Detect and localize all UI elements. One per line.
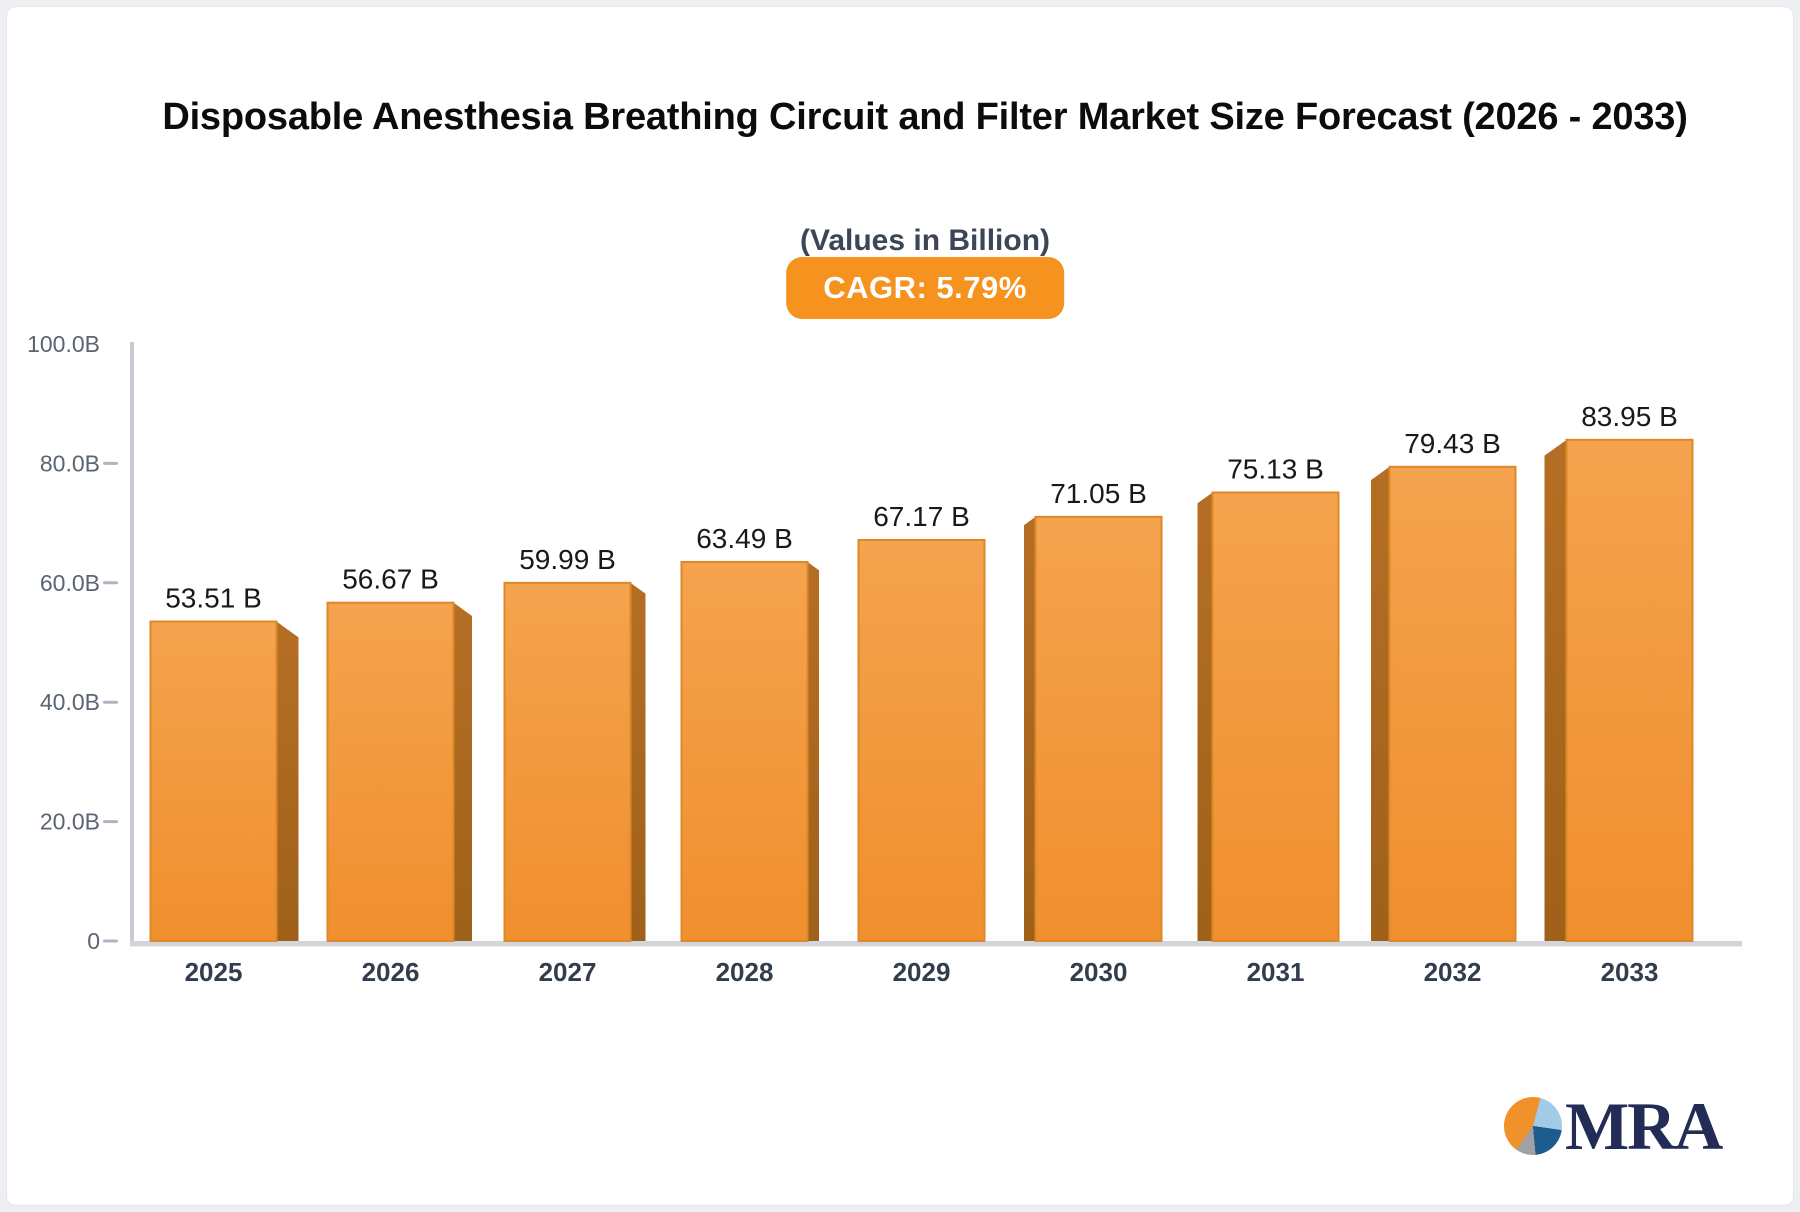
bar-side-face xyxy=(1197,492,1213,941)
bar xyxy=(1565,438,1694,942)
y-tick-dash xyxy=(103,700,118,704)
bar-side-face xyxy=(1544,439,1567,941)
chart-title: Disposable Anesthesia Breathing Circuit … xyxy=(162,96,1688,138)
x-tick-label: 2025 xyxy=(185,957,243,987)
logo-pie-icon xyxy=(1504,1097,1562,1155)
x-tick-label: 2033 xyxy=(1601,957,1659,987)
bar-value-label: 67.17 B xyxy=(873,501,970,532)
bar-side-face xyxy=(1371,466,1390,941)
bar-side-face xyxy=(453,602,472,941)
y-tick-label: 40.0B xyxy=(40,689,100,715)
y-tick-label: 0 xyxy=(87,928,100,954)
bar xyxy=(326,601,455,942)
x-baseline xyxy=(130,941,1742,947)
y-tick-label: 80.0B xyxy=(40,450,100,476)
bar xyxy=(680,560,809,943)
cagr-badge: CAGR: 5.79% xyxy=(786,257,1064,319)
bar-value-label: 83.95 B xyxy=(1581,401,1678,432)
bar xyxy=(1211,491,1340,942)
y-tick-label: 100.0B xyxy=(27,331,100,357)
x-tick-label: 2029 xyxy=(893,957,951,987)
bar-side-face xyxy=(1024,516,1036,941)
x-tick-label: 2027 xyxy=(539,957,597,987)
logo: MRA xyxy=(1504,1088,1723,1164)
x-tick-label: 2028 xyxy=(716,957,774,987)
y-tick-dash xyxy=(103,581,118,585)
bar xyxy=(149,620,278,942)
bar-value-label: 71.05 B xyxy=(1050,478,1147,509)
logo-text: MRA xyxy=(1565,1088,1723,1164)
bar-side-face xyxy=(630,582,646,941)
bar xyxy=(1034,515,1163,942)
x-tick-label: 2031 xyxy=(1247,957,1305,987)
bar-value-label: 63.49 B xyxy=(696,523,793,554)
x-tick-label: 2030 xyxy=(1070,957,1128,987)
bar-side-face xyxy=(276,621,299,941)
bar xyxy=(1388,465,1517,942)
bar xyxy=(503,581,632,942)
bar-value-label: 53.51 B xyxy=(165,583,262,614)
bar-side-face xyxy=(807,561,819,941)
y-tick-dash xyxy=(103,939,118,943)
y-tick-label: 20.0B xyxy=(40,809,100,835)
bar-value-label: 75.13 B xyxy=(1227,453,1324,484)
y-tick-dash xyxy=(103,820,118,824)
y-tick-label: 60.0B xyxy=(40,570,100,596)
bar-value-label: 59.99 B xyxy=(519,544,616,575)
bar xyxy=(857,538,986,943)
chart-subtitle: (Values in Billion) xyxy=(799,224,1051,257)
y-axis-line xyxy=(130,342,134,946)
x-tick-label: 2032 xyxy=(1424,957,1482,987)
y-tick-dash xyxy=(103,461,118,465)
x-tick-label: 2026 xyxy=(362,957,420,987)
bar-value-label: 79.43 B xyxy=(1404,428,1501,459)
bar-value-label: 56.67 B xyxy=(342,564,439,595)
